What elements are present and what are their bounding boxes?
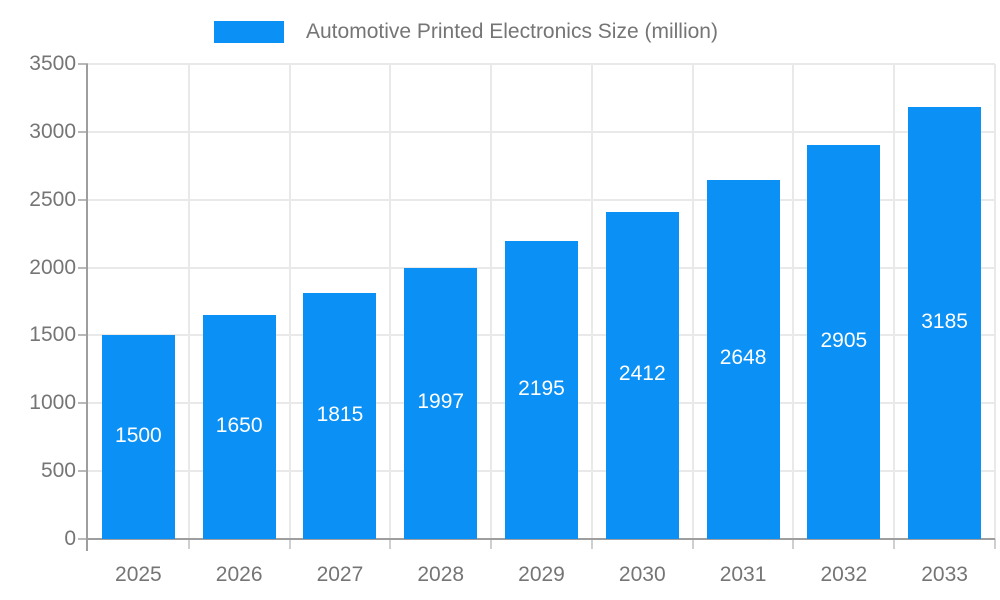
y-axis-tick-mark <box>78 402 88 405</box>
bar-value-label: 1815 <box>316 402 364 426</box>
bar <box>101 335 175 539</box>
x-axis-line <box>88 538 995 540</box>
y-axis-tick-label: 1000 <box>29 391 76 415</box>
y-axis-tick-mark <box>78 130 88 133</box>
x-axis-tick-mark <box>893 539 896 549</box>
legend-color-swatch <box>214 21 284 43</box>
y-axis-tick-mark <box>78 266 88 269</box>
vertical-gridline <box>893 64 896 539</box>
bar <box>303 292 377 539</box>
bar-value-label: 2412 <box>618 362 666 386</box>
vertical-gridline <box>590 64 593 539</box>
bar-value-label: 2195 <box>518 377 565 401</box>
vertical-gridline <box>389 64 392 539</box>
x-axis-tick-mark <box>792 539 795 549</box>
vertical-gridline <box>490 64 493 539</box>
bar <box>807 144 881 539</box>
bar <box>605 211 679 539</box>
x-axis-tick-label: 2032 <box>820 563 868 586</box>
y-axis-tick-label: 1500 <box>29 323 76 347</box>
x-axis-tick-label: 2030 <box>618 563 666 586</box>
bar-value-label: 1997 <box>417 390 465 414</box>
x-axis-tick-label: 2027 <box>316 563 364 586</box>
vertical-gridline <box>288 64 291 539</box>
bar-value-label: 2648 <box>719 346 767 370</box>
bar <box>202 315 276 539</box>
bar <box>505 241 578 539</box>
vertical-gridline <box>792 64 795 539</box>
horizontal-gridline <box>88 63 995 65</box>
x-axis-tick-mark <box>187 539 190 549</box>
y-axis-tick-mark <box>78 334 88 337</box>
y-axis-tick-label: 500 <box>40 459 76 483</box>
x-axis-tick-label: 2028 <box>417 563 465 586</box>
bar <box>404 267 478 539</box>
x-axis-tick-label: 2031 <box>719 563 767 586</box>
x-axis-tick-label: 2025 <box>115 563 162 586</box>
x-axis-tick-mark <box>389 539 392 549</box>
x-axis-tick-mark <box>288 539 291 549</box>
y-axis-tick-label: 2500 <box>29 187 76 211</box>
y-axis-tick-label: 3500 <box>29 52 76 75</box>
y-axis-tick-mark <box>78 538 88 540</box>
vertical-gridline <box>691 64 694 539</box>
x-axis-tick-mark <box>691 539 694 549</box>
chart-legend: Automotive Printed Electronics Size (mil… <box>214 20 718 44</box>
x-axis-tick-label: 2029 <box>518 563 565 586</box>
bar <box>706 179 780 539</box>
bar-value-label: 1650 <box>215 414 263 438</box>
bar-value-label: 1500 <box>115 424 162 448</box>
y-axis-tick-mark <box>78 470 88 473</box>
bar-value-label: 2905 <box>820 328 868 352</box>
x-axis-tick-mark <box>490 539 493 549</box>
y-axis-tick-label: 0 <box>64 527 76 550</box>
legend-series-label: Automotive Printed Electronics Size (mil… <box>306 20 718 43</box>
bar-value-label: 3185 <box>921 309 968 333</box>
y-axis-tick-mark <box>78 63 88 65</box>
y-axis-tick-label: 3000 <box>29 119 76 143</box>
vertical-gridline <box>187 64 190 539</box>
bar <box>908 106 982 539</box>
y-axis-tick-mark <box>78 198 88 201</box>
horizontal-gridline <box>88 198 995 201</box>
y-axis-line <box>86 64 88 551</box>
x-axis-tick-label: 2026 <box>215 563 263 586</box>
vertical-gridline <box>994 64 996 539</box>
y-axis-tick-label: 2000 <box>29 255 76 279</box>
x-axis-tick-label: 2033 <box>921 563 968 586</box>
x-axis-tick-mark <box>994 539 996 549</box>
horizontal-gridline <box>88 130 995 133</box>
x-axis-tick-mark <box>590 539 593 549</box>
